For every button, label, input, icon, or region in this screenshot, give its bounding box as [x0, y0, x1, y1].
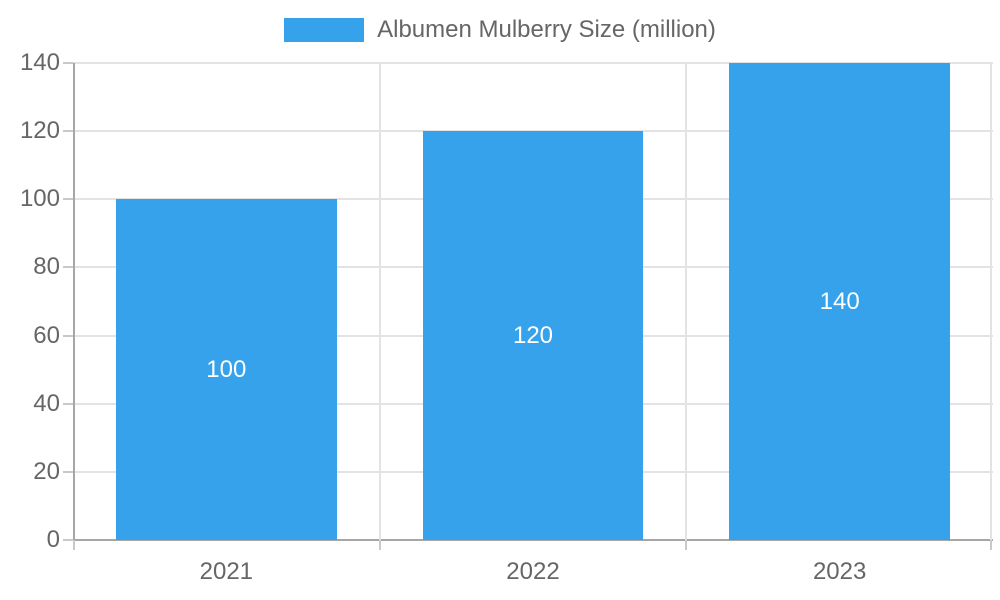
bar-data-label-2022: 120 [512, 321, 554, 349]
bar-2023[interactable] [729, 63, 951, 540]
x-axis-line [73, 539, 993, 541]
y-axis-label-100: 100 [19, 185, 60, 213]
y-tick-120 [63, 130, 73, 133]
plot-area: 100 120 140 [63, 62, 993, 550]
y-tick-140 [63, 62, 73, 64]
y-axis-label-0: 0 [46, 526, 60, 553]
y-axis-label-120: 120 [19, 117, 60, 145]
x-tick-0 [73, 540, 75, 550]
x-axis-label-2023: 2023 [812, 558, 867, 585]
y-tick-20 [63, 470, 73, 473]
gridline-y-120 [73, 130, 993, 133]
bar-2022[interactable] [422, 131, 644, 540]
y-axis-label-80: 80 [33, 253, 60, 281]
x-tick-3 [990, 540, 992, 550]
y-axis-label-140: 140 [19, 49, 60, 76]
x-tick-2 [685, 540, 688, 550]
y-tick-60 [63, 334, 73, 337]
bar-2021[interactable] [115, 199, 337, 540]
x-tick-1 [378, 540, 381, 550]
gridline-y-140 [73, 62, 993, 64]
bar-data-label-2023: 140 [819, 287, 860, 315]
y-tick-100 [63, 198, 73, 201]
legend-swatch-icon [284, 18, 365, 42]
gridline-x-1 [378, 63, 381, 540]
legend-item[interactable]: Albumen Mulberry Size (million) [0, 17, 1000, 43]
y-axis-label-60: 60 [33, 321, 60, 349]
y-axis-label-40: 40 [33, 389, 60, 417]
gridline-x-2 [685, 63, 688, 540]
y-axis-line [73, 63, 75, 540]
bar-data-label-2021: 100 [206, 355, 247, 383]
gridline-x-3 [990, 63, 992, 540]
x-axis-label-2022: 2022 [506, 558, 560, 585]
y-tick-80 [63, 266, 73, 269]
y-tick-40 [63, 402, 73, 405]
legend-label: Albumen Mulberry Size (million) [377, 16, 716, 43]
y-axis-label-20: 20 [33, 457, 60, 485]
x-axis-label-2021: 2021 [199, 558, 254, 585]
y-tick-0 [63, 539, 73, 541]
